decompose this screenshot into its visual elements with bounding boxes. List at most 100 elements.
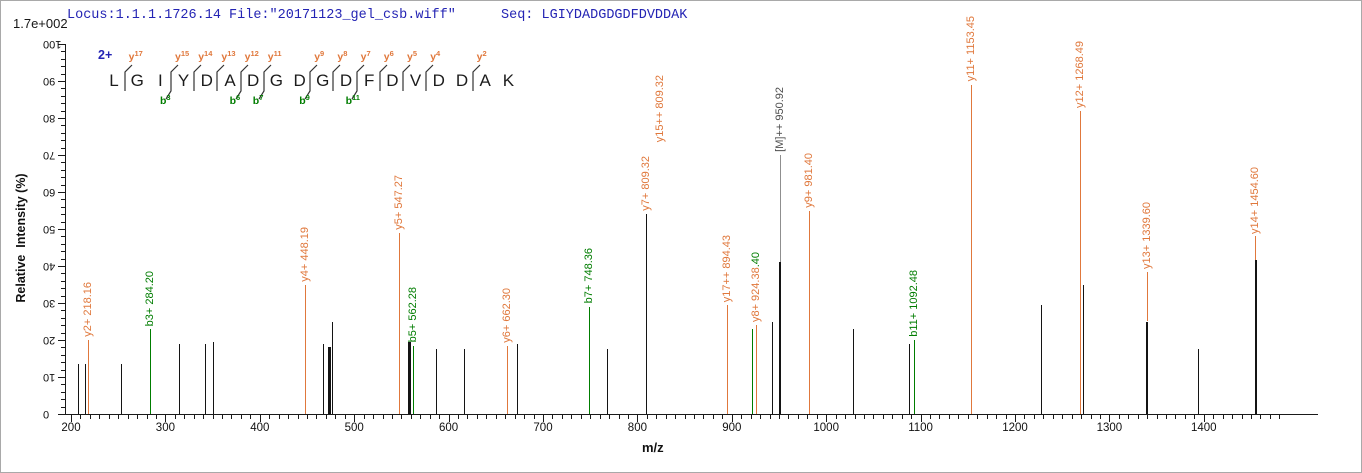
x-tick (99, 415, 101, 419)
x-tick (892, 415, 894, 419)
sequence-residue: D (293, 71, 306, 90)
x-tick (986, 415, 988, 419)
x-tick (741, 415, 743, 419)
sequence-residue: D (432, 71, 445, 90)
y-ion-number: 13 (227, 49, 236, 58)
x-tick (259, 415, 261, 422)
peak-label: b5+ 562.28 (406, 287, 419, 343)
x-tick (420, 415, 422, 419)
peak (971, 84, 973, 414)
y-tick (61, 199, 65, 201)
x-tick (646, 415, 648, 419)
x-tick (958, 415, 960, 419)
peak-label: y7+ 809.32 (640, 156, 653, 211)
annotation-line (1255, 236, 1257, 261)
x-tick (552, 415, 554, 419)
yb-cleavage-mark (304, 64, 318, 100)
sequence-residue: I (158, 71, 163, 90)
peak-label: [M]++ 950.92 (773, 87, 786, 152)
y-tick (58, 118, 65, 119)
y-tick-label: 40 (43, 260, 56, 272)
y-tick (61, 88, 65, 90)
x-tick (779, 415, 780, 419)
peak-label: y15++ 809.32 (654, 74, 667, 142)
x-tick (1241, 415, 1243, 419)
x-tick (675, 415, 677, 419)
x-tick (1052, 415, 1054, 419)
x-tick (797, 415, 799, 419)
y-ion-number: 5 (412, 49, 418, 58)
peak (1079, 110, 1081, 414)
x-tick (571, 415, 573, 419)
x-tick (203, 415, 205, 419)
annotation-line (1146, 271, 1148, 322)
x-tick (1099, 415, 1101, 419)
y-ion-number: 6 (389, 49, 394, 58)
sequence-residue: A (224, 71, 236, 90)
x-tick (977, 415, 979, 419)
x-tick (118, 415, 120, 419)
x-tick (1118, 415, 1120, 419)
y-tick (61, 110, 65, 112)
peak (779, 262, 782, 414)
x-tick (476, 415, 478, 419)
x-tick (325, 415, 327, 419)
b-ion-mark-label: b6 (229, 93, 241, 107)
y-ion-mark-label: y6 (383, 49, 394, 63)
y-ion-mark-label: y5 (407, 49, 418, 63)
y-cleavage-mark (193, 64, 202, 91)
b-ion-number: 7 (259, 93, 264, 102)
peak (772, 321, 774, 414)
x-tick (1232, 415, 1234, 419)
x-tick (382, 415, 384, 419)
x-tick (316, 415, 318, 419)
y-tick (58, 377, 65, 378)
x-tick (769, 415, 771, 419)
y-tick (61, 177, 65, 179)
peak-label: y12+ 1268.49 (1073, 40, 1086, 108)
peak (436, 349, 438, 414)
y-tick (61, 221, 65, 223)
x-tick (71, 415, 72, 422)
x-tick (684, 415, 686, 419)
peak-label: y6+ 662.30 (501, 287, 514, 343)
x-tick (533, 415, 535, 419)
x-tick-label: 200 (61, 422, 81, 434)
y-ion-mark-label: y17 (128, 49, 143, 63)
y-tick (61, 399, 65, 401)
y-tick (61, 384, 65, 386)
y-tick (61, 258, 65, 260)
x-tick (939, 415, 941, 419)
y-cleavage-mark (425, 64, 434, 91)
peak (150, 328, 152, 414)
x-tick (240, 415, 242, 419)
y-tick (61, 95, 65, 97)
locus-file-header: Locus:1.1.1.1726.14 File:"20171123_gel_c… (67, 8, 456, 23)
x-tick (618, 415, 620, 419)
peak-label: y11+ 1153.45 (965, 16, 978, 82)
x-tick (760, 415, 762, 419)
y-tick (58, 303, 65, 304)
x-tick (448, 415, 450, 422)
x-tick (731, 415, 733, 422)
x-tick (750, 415, 752, 419)
x-tick (429, 415, 431, 419)
y-tick-label: 70 (43, 149, 56, 161)
y-tick (58, 340, 65, 341)
y-tick (61, 280, 65, 282)
x-tick (458, 415, 460, 419)
x-tick-label: 1100 (908, 422, 933, 434)
x-tick (599, 415, 601, 419)
peak (808, 210, 810, 414)
peak (726, 304, 728, 414)
y-tick (61, 325, 65, 327)
y-tick (61, 132, 65, 134)
sequence-residue: F (363, 71, 375, 90)
y-tick-label: 0 (43, 408, 50, 420)
peak (1146, 321, 1149, 414)
y-cleavage-mark (471, 64, 481, 91)
x-tick-label: 600 (439, 422, 459, 434)
peak (408, 341, 412, 414)
x-tick (307, 415, 308, 419)
